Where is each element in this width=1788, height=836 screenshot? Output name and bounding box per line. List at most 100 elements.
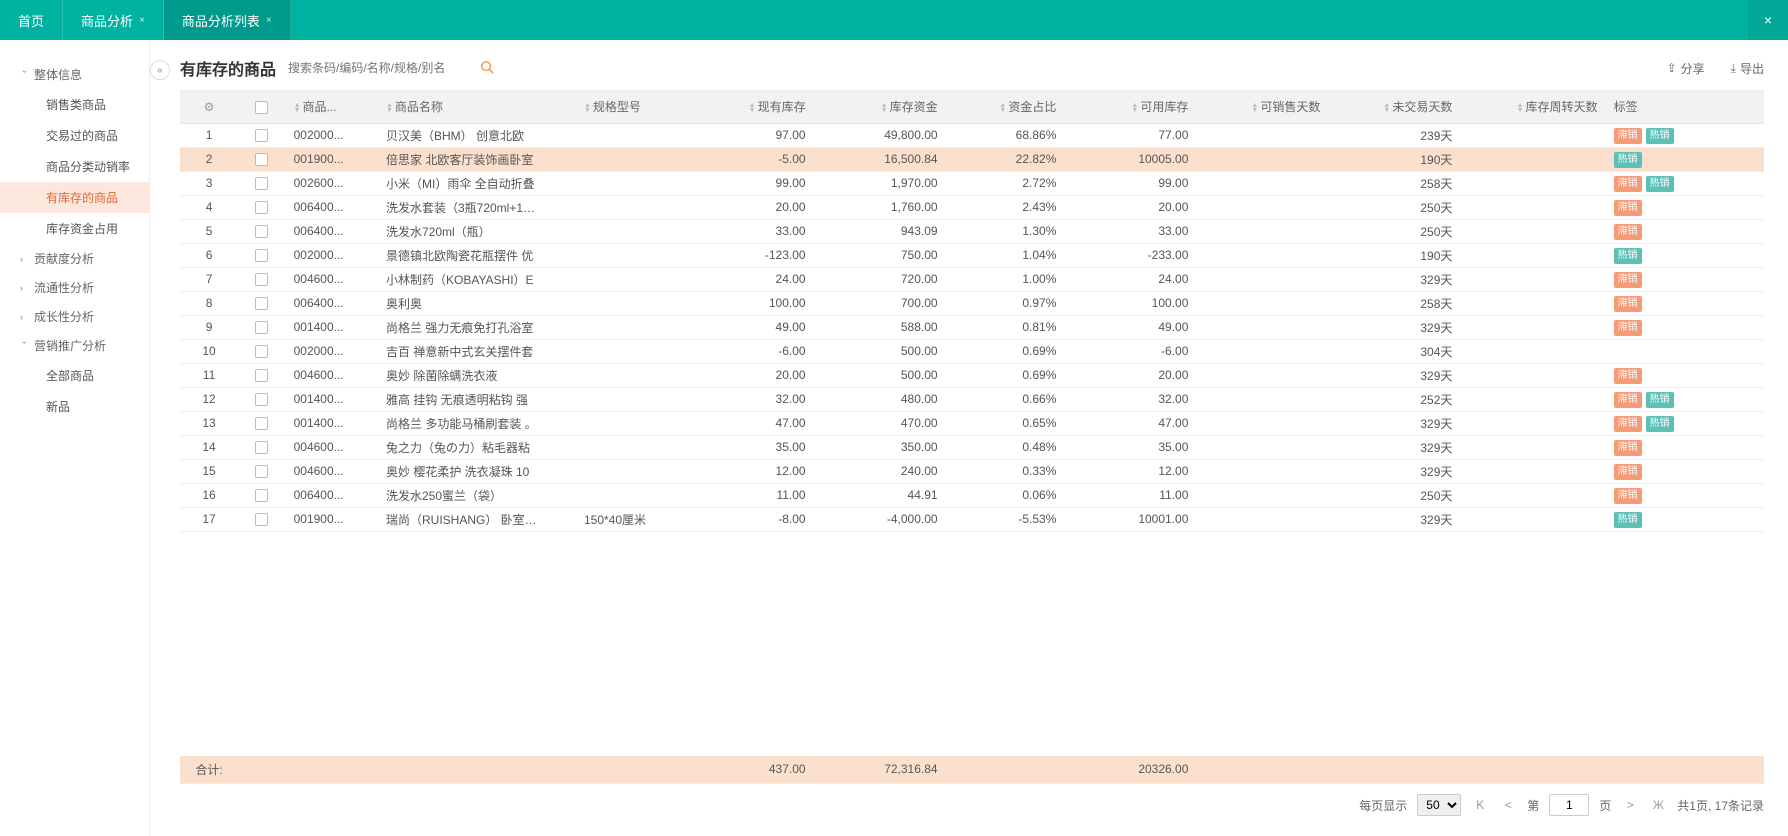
select-all-checkbox[interactable] <box>255 101 268 114</box>
cell-tags: 热销 <box>1606 147 1764 171</box>
pager-prev-button[interactable]: < <box>1499 798 1517 812</box>
row-checkbox[interactable] <box>255 369 268 382</box>
table-row[interactable]: 1002000...贝汉美（BHM） 创意北欧97.0049,800.0068.… <box>180 123 1764 147</box>
tab-close-icon[interactable]: × <box>139 15 145 26</box>
sidebar-item-new-goods[interactable]: 新品 <box>0 391 149 422</box>
pager-next-button[interactable]: > <box>1621 798 1639 812</box>
row-checkbox[interactable] <box>255 441 268 454</box>
th-avail[interactable]: ▲▼可用库存 <box>1064 91 1196 123</box>
search-input[interactable] <box>288 61 468 75</box>
row-checkbox[interactable] <box>255 489 268 502</box>
sidebar-group-整体信息[interactable]: ›整体信息 <box>0 60 149 89</box>
sidebar-group-营销推广分析[interactable]: ›营销推广分析 <box>0 331 149 360</box>
table-row[interactable]: 5006400...洗发水720ml（瓶）33.00943.091.30%33.… <box>180 219 1764 243</box>
row-checkbox[interactable] <box>255 201 268 214</box>
pager-last-button[interactable]: Ж <box>1649 798 1667 812</box>
page-title: 有库存的商品 <box>180 56 276 80</box>
row-checkbox[interactable] <box>255 345 268 358</box>
sort-icon: ▲▼ <box>881 103 888 113</box>
tab-首页[interactable]: 首页 <box>0 0 63 40</box>
sidebar-group-流通性分析[interactable]: ›流通性分析 <box>0 273 149 302</box>
cell-saled <box>1196 267 1328 291</box>
gear-icon[interactable]: ⚙ <box>204 100 215 114</box>
tab-商品分析[interactable]: 商品分析× <box>63 0 164 40</box>
close-all-tabs-button[interactable]: × <box>1748 0 1788 40</box>
cell-stock: 100.00 <box>682 291 814 315</box>
sidebar-item-traded-goods[interactable]: 交易过的商品 <box>0 120 149 151</box>
th-saled[interactable]: ▲▼可销售天数 <box>1196 91 1328 123</box>
search-icon[interactable] <box>480 60 494 77</box>
cell-idx: 5 <box>180 219 238 243</box>
tab-close-icon[interactable]: × <box>266 15 272 26</box>
cell-pct: 0.69% <box>946 339 1065 363</box>
cell-idx: 11 <box>180 363 238 387</box>
cell-avail: 49.00 <box>1064 315 1196 339</box>
total-turn <box>1460 756 1605 784</box>
sidebar-item-instock-goods[interactable]: 有库存的商品 <box>0 182 149 213</box>
table-row[interactable]: 10002000...吉百 禅意新中式玄关摆件套-6.00500.000.69%… <box>180 339 1764 363</box>
cell-tags: 滞销 <box>1606 267 1764 291</box>
row-checkbox[interactable] <box>255 273 268 286</box>
table-header-row: ⚙▲▼商品...▲▼商品名称▲▼规格型号▲▼现有库存▲▼库存资金▲▼资金占比▲▼… <box>180 91 1764 123</box>
row-checkbox[interactable] <box>255 297 268 310</box>
sidebar-item-inventory-funds[interactable]: 库存资金占用 <box>0 213 149 244</box>
cell-avail: -233.00 <box>1064 243 1196 267</box>
cell-chk <box>238 123 286 147</box>
sidebar-item-sales-goods[interactable]: 销售类商品 <box>0 89 149 120</box>
th-funds[interactable]: ▲▼库存资金 <box>814 91 946 123</box>
row-checkbox[interactable] <box>255 249 268 262</box>
th-stock[interactable]: ▲▼现有库存 <box>682 91 814 123</box>
sidebar-group-贡献度分析[interactable]: ›贡献度分析 <box>0 244 149 273</box>
table-row[interactable]: 8006400...奥利奥100.00700.000.97%100.00258天… <box>180 291 1764 315</box>
row-checkbox[interactable] <box>255 417 268 430</box>
export-button[interactable]: ⤓ 导出 <box>1731 60 1764 77</box>
row-checkbox[interactable] <box>255 129 268 142</box>
row-checkbox[interactable] <box>255 177 268 190</box>
table-row[interactable]: 4006400...洗发水套装（3瓶720ml+1…20.001,760.002… <box>180 195 1764 219</box>
row-checkbox[interactable] <box>255 393 268 406</box>
table-row[interactable]: 14004600...兔之力（兔の力）粘毛器粘35.00350.000.48%3… <box>180 435 1764 459</box>
cell-turn <box>1460 387 1605 411</box>
table-row[interactable]: 13001400...尚格兰 多功能马桶刷套装 。47.00470.000.65… <box>180 411 1764 435</box>
table-row[interactable]: 11004600...奥妙 除菌除螨洗衣液20.00500.000.69%20.… <box>180 363 1764 387</box>
row-checkbox[interactable] <box>255 225 268 238</box>
share-button[interactable]: ⇪ 分享 <box>1667 60 1705 77</box>
th-notrade[interactable]: ▲▼未交易天数 <box>1328 91 1460 123</box>
table-row[interactable]: 2001900...倍思家 北欧客厅装饰画卧室-5.0016,500.8422.… <box>180 147 1764 171</box>
sidebar-item-all-goods[interactable]: 全部商品 <box>0 360 149 391</box>
table-row[interactable]: 9001400...尚格兰 强力无痕免打孔浴室49.00588.000.81%4… <box>180 315 1764 339</box>
sidebar-collapse-button[interactable]: « <box>150 60 170 80</box>
row-checkbox[interactable] <box>255 465 268 478</box>
row-checkbox[interactable] <box>255 513 268 526</box>
share-icon: ⇪ <box>1667 61 1677 75</box>
th-turn[interactable]: ▲▼库存周转天数 <box>1460 91 1605 123</box>
cell-pct: 2.72% <box>946 171 1065 195</box>
pager-page-input[interactable] <box>1549 794 1589 816</box>
table-row[interactable]: 12001400...雅高 挂钩 无痕透明粘钩 强32.00480.000.66… <box>180 387 1764 411</box>
total-name <box>378 756 576 784</box>
table-row[interactable]: 3002600...小米（MI）雨伞 全自动折叠99.001,970.002.7… <box>180 171 1764 195</box>
table-row[interactable]: 17001900...瑞尚（RUISHANG） 卧室…150*40厘米-8.00… <box>180 507 1764 531</box>
cell-code: 004600... <box>286 459 378 483</box>
per-page-select[interactable]: 50 <box>1417 794 1461 816</box>
row-checkbox[interactable] <box>255 153 268 166</box>
cell-stock: -5.00 <box>682 147 814 171</box>
pager-first-button[interactable]: K <box>1471 798 1489 812</box>
table-row[interactable]: 6002000...景德镇北欧陶瓷花瓶摆件 优-123.00750.001.04… <box>180 243 1764 267</box>
sidebar-group-label: 贡献度分析 <box>34 250 94 267</box>
sort-icon: ▲▼ <box>1383 103 1390 113</box>
sidebar-group-成长性分析[interactable]: ›成长性分析 <box>0 302 149 331</box>
th-pct[interactable]: ▲▼资金占比 <box>946 91 1065 123</box>
sidebar-item-category-rate[interactable]: 商品分类动销率 <box>0 151 149 182</box>
th-spec[interactable]: ▲▼规格型号 <box>576 91 682 123</box>
pager: 每页显示 50 K < 第 页 > Ж 共1页, 17条记录 <box>180 784 1764 826</box>
row-checkbox[interactable] <box>255 321 268 334</box>
table-row[interactable]: 16006400...洗发水250蜜兰（袋）11.0044.910.06%11.… <box>180 483 1764 507</box>
tab-商品分析列表[interactable]: 商品分析列表× <box>164 0 291 40</box>
cell-notrade: 329天 <box>1328 507 1460 531</box>
table-row[interactable]: 7004600...小林制药（KOBAYASHI）E24.00720.001.0… <box>180 267 1764 291</box>
cell-idx: 3 <box>180 171 238 195</box>
table-row[interactable]: 15004600...奥妙 樱花柔护 洗衣凝珠 1012.00240.000.3… <box>180 459 1764 483</box>
th-name[interactable]: ▲▼商品名称 <box>378 91 576 123</box>
th-code[interactable]: ▲▼商品... <box>286 91 378 123</box>
